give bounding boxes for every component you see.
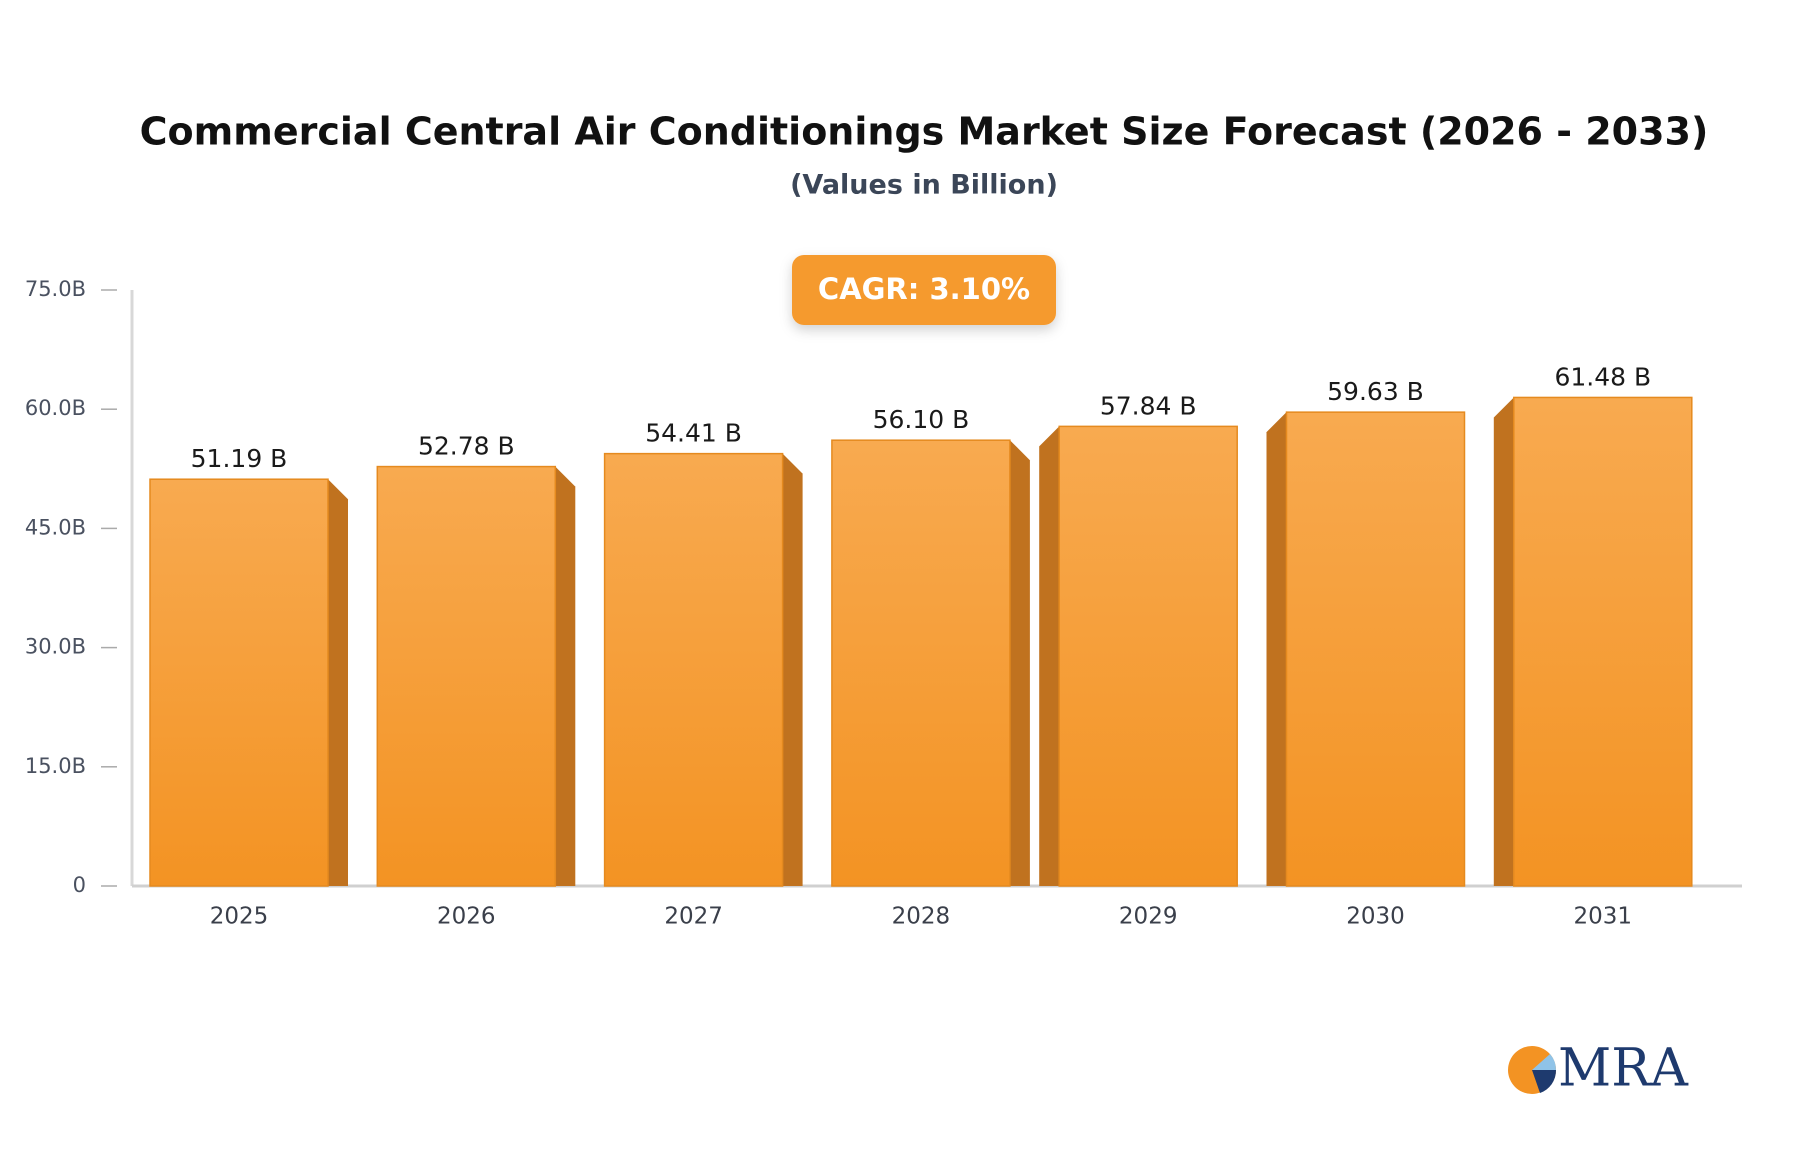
logo-icon-part [1532, 1054, 1557, 1070]
chart-title: Commercial Central Air Conditionings Mar… [140, 110, 1709, 154]
bar [1058, 425, 1238, 887]
x-tick-label: 2025 [210, 904, 269, 930]
value-label: 59.63 B [1327, 377, 1424, 406]
value-label: 61.48 B [1554, 362, 1651, 391]
logo-icon-part [1532, 1070, 1557, 1093]
bar [149, 478, 329, 887]
y-tick-label: 60.0B [25, 396, 86, 420]
bar-side [1493, 397, 1514, 886]
annotation: CAGR: 3.10% [818, 272, 1030, 306]
y-tick-label: 75.0B [25, 277, 86, 301]
x-tick-label: 2027 [664, 904, 723, 930]
chart-subtitle: (Values in Billion) [790, 170, 1058, 201]
y-tick-label: 30.0B [25, 635, 86, 659]
logo-text: MRA [1558, 1039, 1689, 1099]
x-tick-label: 2029 [1119, 904, 1178, 930]
bar [603, 452, 784, 887]
x-tick-label: 2031 [1574, 904, 1633, 930]
annotation-box [792, 255, 1056, 325]
x-tick-label: 2030 [1346, 904, 1405, 930]
bar-side [555, 466, 576, 886]
y-tick-label: 45.0B [25, 515, 86, 539]
bar-side [1039, 426, 1060, 886]
x-tick-label: 2026 [437, 904, 496, 930]
bar [1513, 396, 1693, 887]
value-label: 52.78 B [418, 432, 515, 461]
logo: MRA [1508, 1039, 1689, 1099]
bar-side [782, 453, 803, 886]
y-tick-label: 0 [73, 873, 86, 897]
bar [831, 439, 1011, 887]
value-label: 56.10 B [873, 405, 970, 434]
x-tick-label: 2028 [892, 904, 951, 930]
value-label: 54.41 B [645, 419, 742, 448]
bar-side [328, 479, 348, 886]
value-label: 51.19 B [191, 444, 288, 473]
bar [376, 465, 557, 887]
bar-side [1266, 412, 1287, 886]
value-label: 57.84 B [1100, 391, 1197, 420]
y-tick-label: 15.0B [25, 754, 86, 778]
bar-side [1009, 440, 1030, 886]
bar [1285, 411, 1466, 887]
